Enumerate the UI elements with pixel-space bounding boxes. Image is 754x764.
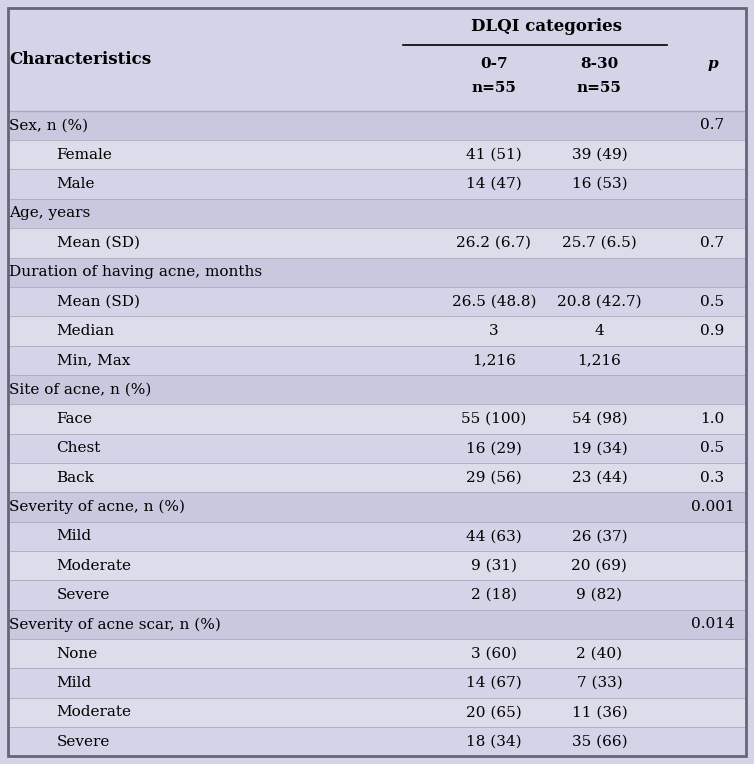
Text: 20 (65): 20 (65) [466,705,522,720]
Text: Chest: Chest [57,442,101,455]
Text: None: None [57,646,98,661]
Text: 0-7: 0-7 [480,57,507,71]
Text: Severity of acne scar, n (%): Severity of acne scar, n (%) [9,617,221,632]
Text: 0.014: 0.014 [691,617,734,631]
Text: p: p [707,57,718,71]
Text: 4: 4 [595,324,604,338]
Text: 0.7: 0.7 [700,236,725,250]
FancyBboxPatch shape [8,610,746,639]
Text: Site of acne, n (%): Site of acne, n (%) [9,383,152,397]
Text: 39 (49): 39 (49) [572,147,627,162]
FancyBboxPatch shape [8,345,746,375]
Text: 9 (31): 9 (31) [470,558,517,573]
FancyBboxPatch shape [8,581,746,610]
Text: 14 (67): 14 (67) [466,676,522,690]
Text: Face: Face [57,412,93,426]
Text: 19 (34): 19 (34) [572,442,627,455]
FancyBboxPatch shape [8,404,746,433]
Text: 0.5: 0.5 [700,294,725,309]
Text: 26 (37): 26 (37) [572,529,627,543]
Text: 14 (47): 14 (47) [466,177,522,191]
Text: 1,216: 1,216 [472,353,516,367]
Text: Severe: Severe [57,588,110,602]
FancyBboxPatch shape [8,668,746,698]
FancyBboxPatch shape [8,8,746,111]
Text: Female: Female [57,147,112,162]
Text: 16 (53): 16 (53) [572,177,627,191]
Text: n=55: n=55 [471,81,516,95]
Text: Back: Back [57,471,94,484]
FancyBboxPatch shape [8,8,746,756]
FancyBboxPatch shape [8,199,746,228]
Text: 8-30: 8-30 [581,57,618,71]
FancyBboxPatch shape [8,375,746,404]
Text: 23 (44): 23 (44) [572,471,627,484]
Text: Moderate: Moderate [57,558,131,573]
Text: 7 (33): 7 (33) [577,676,622,690]
Text: Severe: Severe [57,735,110,749]
FancyBboxPatch shape [8,463,746,492]
FancyBboxPatch shape [8,140,746,170]
Text: Male: Male [57,177,95,191]
FancyBboxPatch shape [8,170,746,199]
FancyBboxPatch shape [8,433,746,463]
Text: n=55: n=55 [577,81,622,95]
Text: 55 (100): 55 (100) [461,412,526,426]
Text: 54 (98): 54 (98) [572,412,627,426]
Text: 16 (29): 16 (29) [466,442,522,455]
Text: Characteristics: Characteristics [9,50,151,68]
Text: Age, years: Age, years [9,206,90,221]
Text: 11 (36): 11 (36) [572,705,627,720]
Text: 9 (82): 9 (82) [576,588,623,602]
FancyBboxPatch shape [8,639,746,668]
Text: 3: 3 [489,324,498,338]
FancyBboxPatch shape [8,111,746,140]
Text: 1.0: 1.0 [700,412,725,426]
FancyBboxPatch shape [8,228,746,257]
Text: Mild: Mild [57,676,92,690]
Text: 2 (18): 2 (18) [470,588,517,602]
Text: Duration of having acne, months: Duration of having acne, months [9,265,262,279]
Text: Min, Max: Min, Max [57,353,130,367]
Text: 29 (56): 29 (56) [466,471,522,484]
Text: Sex, n (%): Sex, n (%) [9,118,88,132]
Text: 18 (34): 18 (34) [466,735,522,749]
Text: 0.9: 0.9 [700,324,725,338]
Text: Median: Median [57,324,115,338]
FancyBboxPatch shape [8,257,746,286]
FancyBboxPatch shape [8,727,746,756]
Text: 44 (63): 44 (63) [466,529,522,543]
Text: Mean (SD): Mean (SD) [57,294,139,309]
Text: 1,216: 1,216 [578,353,621,367]
Text: 0.3: 0.3 [700,471,725,484]
FancyBboxPatch shape [8,492,746,522]
Text: 25.7 (6.5): 25.7 (6.5) [562,236,637,250]
Text: Moderate: Moderate [57,705,131,720]
Text: 0.001: 0.001 [691,500,734,514]
Text: DLQI categories: DLQI categories [471,18,622,34]
FancyBboxPatch shape [8,286,746,316]
Text: 26.2 (6.7): 26.2 (6.7) [456,236,532,250]
Text: 35 (66): 35 (66) [572,735,627,749]
Text: 41 (51): 41 (51) [466,147,522,162]
FancyBboxPatch shape [8,698,746,727]
Text: Mean (SD): Mean (SD) [57,236,139,250]
Text: 0.7: 0.7 [700,118,725,132]
Text: 26.5 (48.8): 26.5 (48.8) [452,294,536,309]
FancyBboxPatch shape [8,522,746,551]
Text: 2 (40): 2 (40) [576,646,623,661]
FancyBboxPatch shape [8,316,746,345]
Text: 0.5: 0.5 [700,442,725,455]
Text: 20 (69): 20 (69) [572,558,627,573]
FancyBboxPatch shape [8,551,746,581]
Text: 3 (60): 3 (60) [470,646,517,661]
Text: Severity of acne, n (%): Severity of acne, n (%) [9,500,185,514]
Text: 20.8 (42.7): 20.8 (42.7) [557,294,642,309]
Text: Mild: Mild [57,529,92,543]
